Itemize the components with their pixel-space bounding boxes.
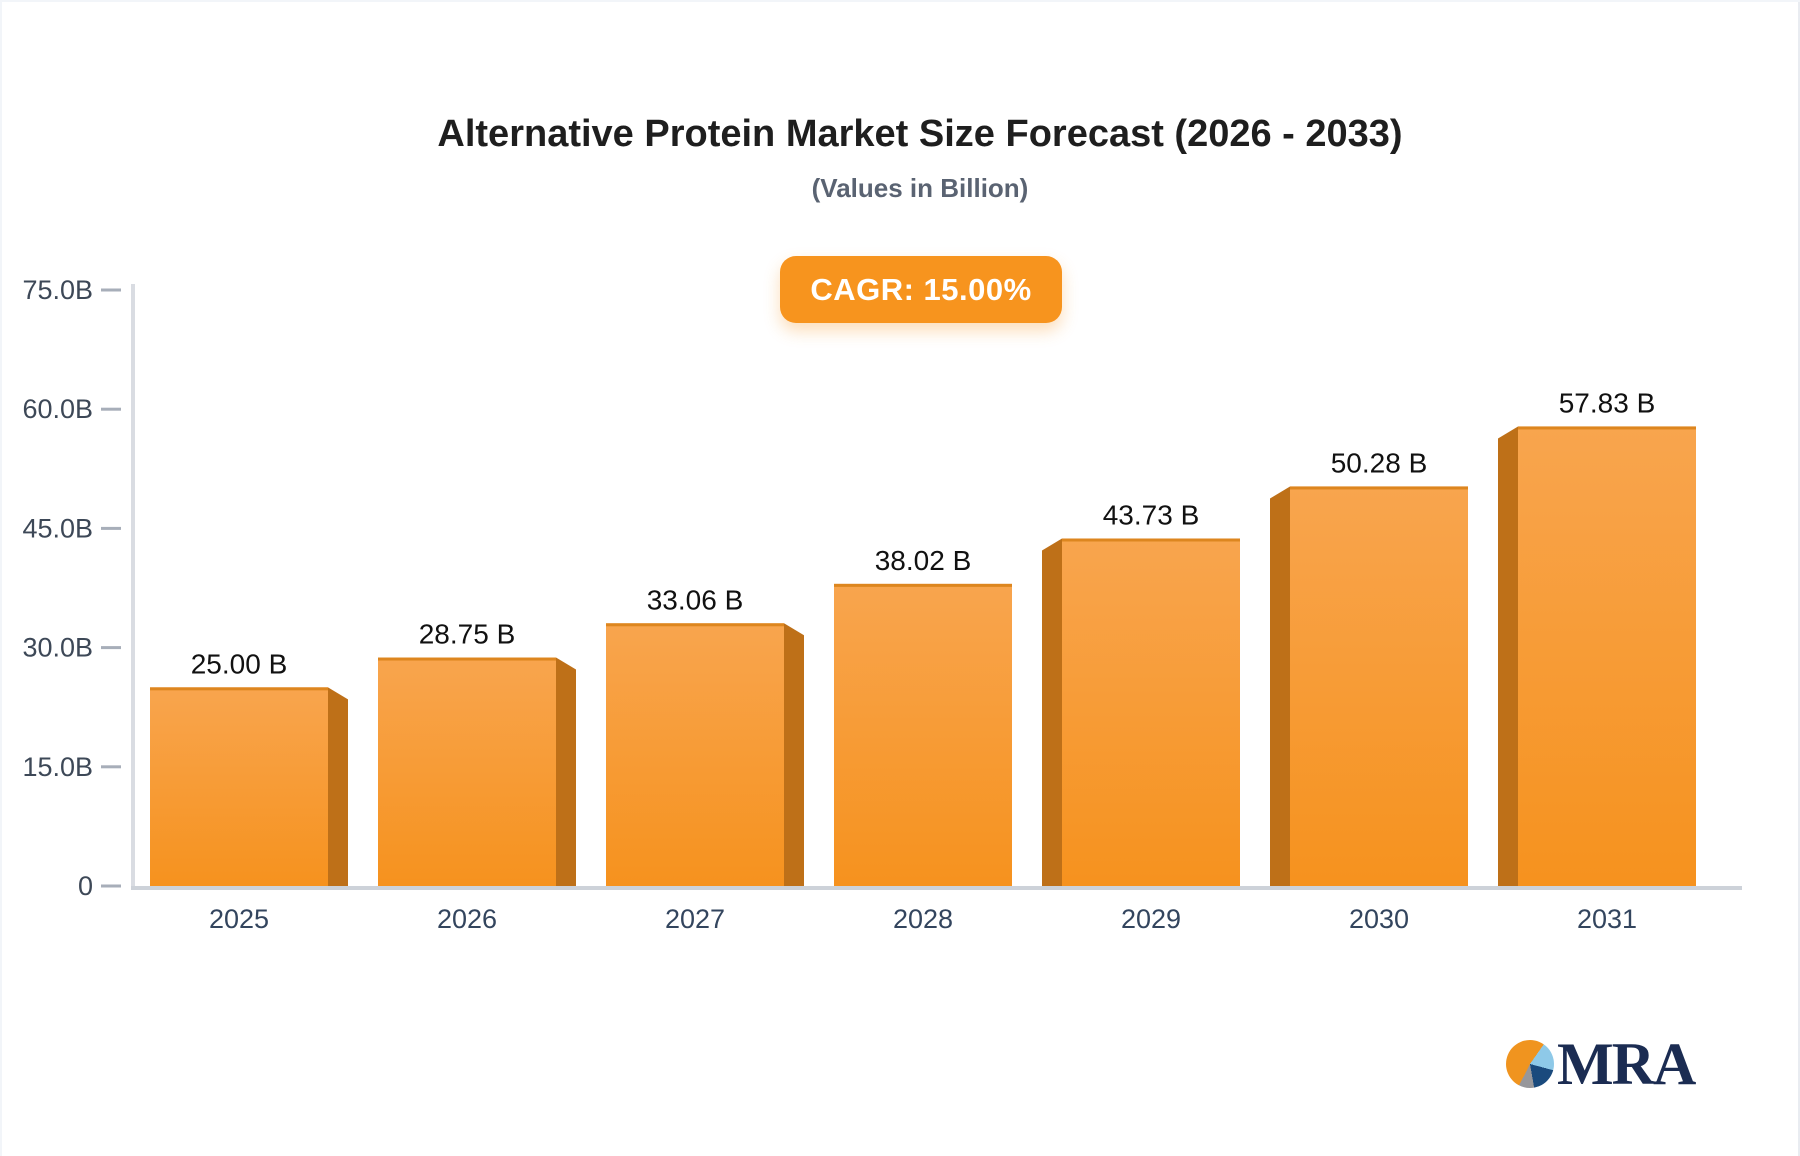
y-tick-mark bbox=[101, 646, 121, 650]
bar-top-edge bbox=[150, 687, 328, 691]
category-label: 2030 bbox=[1349, 904, 1409, 934]
y-tick-mark bbox=[101, 407, 121, 411]
y-tick-label: 0 bbox=[78, 871, 93, 901]
bar-front-face bbox=[1290, 486, 1468, 886]
bar-front-face bbox=[834, 583, 1012, 886]
category-label: 2028 bbox=[893, 904, 953, 934]
value-label: 28.75 B bbox=[419, 619, 516, 650]
bar-front-face bbox=[606, 623, 784, 886]
bar-top-edge bbox=[1518, 426, 1696, 430]
bar-side-face bbox=[1498, 426, 1518, 886]
category-label: 2029 bbox=[1121, 904, 1181, 934]
y-tick-mark bbox=[101, 526, 121, 530]
bar-side-face bbox=[1042, 538, 1062, 886]
y-tick-mark bbox=[101, 884, 121, 888]
bar: 57.83 B bbox=[1498, 387, 1696, 886]
category-label: 2026 bbox=[437, 904, 497, 934]
bar-front-face bbox=[1518, 426, 1696, 886]
value-label: 50.28 B bbox=[1331, 447, 1428, 478]
chart-title: Alternative Protein Market Size Forecast… bbox=[437, 113, 1403, 155]
bar-front-face bbox=[1062, 538, 1240, 886]
category-label: 2027 bbox=[665, 904, 725, 934]
y-tick-label: 15.0B bbox=[22, 752, 93, 782]
cagr-badge: CAGR: 15.00% bbox=[780, 256, 1062, 323]
y-tick-label: 75.0B bbox=[22, 275, 93, 305]
y-tick-mark bbox=[101, 288, 121, 292]
category-label: 2025 bbox=[209, 904, 269, 934]
bar: 43.73 B bbox=[1042, 499, 1240, 886]
bar-top-edge bbox=[1062, 538, 1240, 542]
y-axis-line bbox=[131, 284, 135, 890]
value-label: 38.02 B bbox=[875, 545, 972, 576]
bar-top-edge bbox=[378, 657, 556, 661]
value-label: 57.83 B bbox=[1559, 387, 1656, 418]
y-tick-label: 45.0B bbox=[22, 513, 93, 543]
bar: 38.02 B bbox=[834, 545, 1012, 886]
bar: 25.00 B bbox=[150, 648, 348, 886]
y-tick-label: 30.0B bbox=[22, 633, 93, 663]
bar-front-face bbox=[150, 687, 328, 886]
bar: 50.28 B bbox=[1270, 447, 1468, 886]
logo-text: MRA bbox=[1557, 1031, 1696, 1097]
value-label: 43.73 B bbox=[1103, 499, 1200, 530]
logo-pie-icon bbox=[1506, 1040, 1554, 1088]
bar-side-face bbox=[328, 687, 348, 886]
y-tick-label: 60.0B bbox=[22, 394, 93, 424]
bar-front-face bbox=[378, 657, 556, 886]
bar-top-edge bbox=[834, 583, 1012, 587]
x-axis-line bbox=[131, 886, 1742, 890]
bar-side-face bbox=[556, 657, 576, 886]
chart-subtitle: (Values in Billion) bbox=[811, 173, 1029, 203]
bar-top-edge bbox=[606, 623, 784, 627]
bar: 28.75 B bbox=[378, 619, 576, 886]
value-label: 25.00 B bbox=[191, 648, 288, 679]
value-label: 33.06 B bbox=[647, 584, 744, 615]
bar-top-edge bbox=[1290, 486, 1468, 490]
brand-logo: MRA bbox=[1506, 1031, 1696, 1097]
bar-side-face bbox=[1270, 486, 1290, 886]
y-tick-mark bbox=[101, 765, 121, 769]
bar: 33.06 B bbox=[606, 584, 804, 886]
bar-side-face bbox=[784, 623, 804, 886]
category-label: 2031 bbox=[1577, 904, 1637, 934]
